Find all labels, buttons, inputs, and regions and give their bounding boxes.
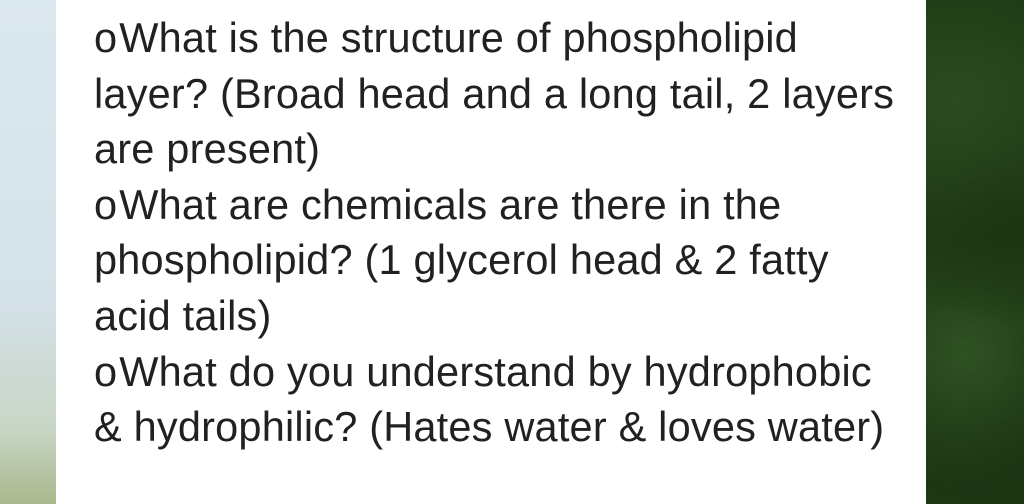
bullet-text: What is the structure of phospholipid la… [94, 14, 894, 172]
bullet-text: What do you understand by hydrophobic & … [94, 348, 884, 451]
list-item: oWhat is the structure of phospholipid l… [94, 10, 898, 177]
background-left-strip [0, 0, 56, 504]
document-body: oWhat is the structure of phospholipid l… [94, 10, 898, 455]
bullet-marker: o [94, 14, 117, 61]
list-item: oWhat are chemicals are there in the pho… [94, 177, 898, 344]
list-item: oWhat do you understand by hydrophobic &… [94, 344, 898, 455]
bullet-marker: o [94, 348, 117, 395]
bullet-marker: o [94, 181, 117, 228]
bullet-text: What are chemicals are there in the phos… [94, 181, 829, 339]
background-right-strip [926, 0, 1024, 504]
document-card: oWhat is the structure of phospholipid l… [56, 0, 926, 504]
